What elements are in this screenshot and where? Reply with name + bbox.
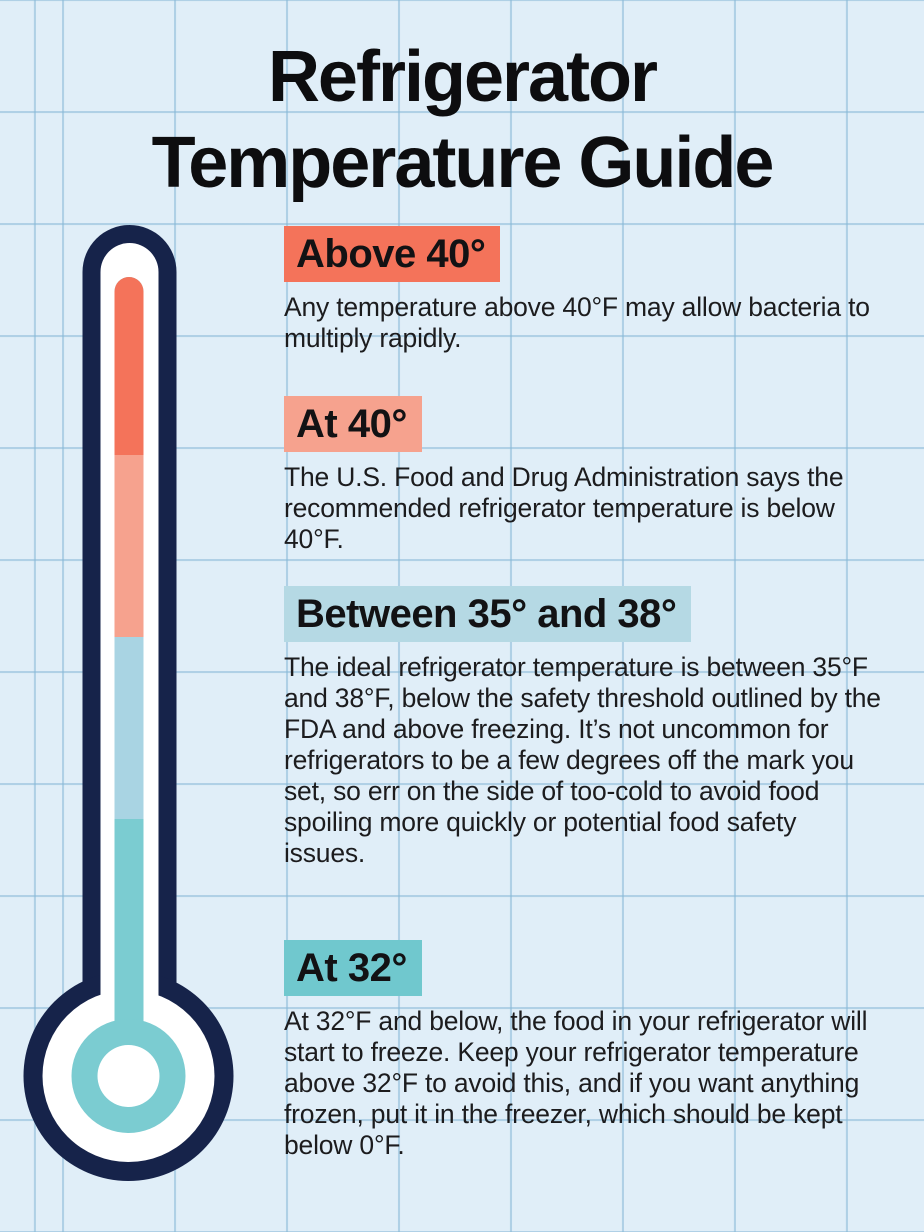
thermometer-segment-above-40	[114, 277, 144, 472]
page-title: Refrigerator Temperature Guide	[0, 34, 924, 206]
section-at-32: At 32° At 32°F and below, the food in yo…	[284, 940, 884, 1161]
thermometer-segment-at-40	[114, 455, 144, 637]
section-above-40: Above 40° Any temperature above 40°F may…	[284, 226, 884, 354]
thermometer-bulb-ring-hole	[97, 1045, 160, 1107]
section-at-40: At 40° The U.S. Food and Drug Administra…	[284, 396, 884, 555]
section-body-at-40: The U.S. Food and Drug Administration sa…	[284, 462, 844, 554]
section-heading-at-32: At 32°	[284, 940, 422, 996]
page-title-line1: Refrigerator	[267, 37, 658, 117]
section-heading-above-40: Above 40°	[284, 226, 501, 282]
section-body-above-40: Any temperature above 40°F may allow bac…	[284, 292, 870, 353]
page-title-line2: Temperature Guide	[151, 123, 775, 203]
section-heading-between-35-38: Between 35° and 38°	[284, 586, 692, 642]
section-body-at-32: At 32°F and below, the food in your refr…	[284, 1006, 868, 1160]
thermometer-segment-between-35-38	[114, 637, 144, 819]
section-between-35-38: Between 35° and 38° The ideal refrigerat…	[284, 586, 884, 869]
section-heading-at-40: At 40°	[284, 396, 422, 452]
section-body-between-35-38: The ideal refrigerator temperature is be…	[284, 652, 881, 868]
